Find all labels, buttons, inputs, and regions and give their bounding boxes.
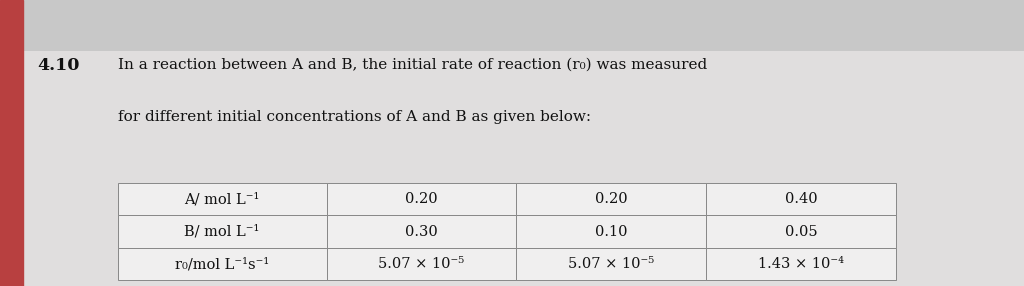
Bar [0,0,1024,51]
Text: 0.05: 0.05 [784,225,817,239]
Text: 4.10: 4.10 [37,57,80,74]
Text: for different initial concentrations of A and B as given below:: for different initial concentrations of … [118,110,591,124]
Text: 0.20: 0.20 [406,192,438,206]
Text: B/ mol L⁻¹: B/ mol L⁻¹ [184,225,260,239]
Bar [118,248,327,280]
Bar [516,183,707,215]
Text: 0.20: 0.20 [595,192,628,206]
Text: 0.40: 0.40 [784,192,817,206]
Text: 1.43 × 10⁻⁴: 1.43 × 10⁻⁴ [758,257,844,271]
Text: A/ mol L⁻¹: A/ mol L⁻¹ [184,192,260,206]
Bar [0,0,23,286]
Text: In a reaction between A and B, the initial rate of reaction (r₀) was measured: In a reaction between A and B, the initi… [118,57,707,71]
Bar [327,248,516,280]
Bar [327,215,516,248]
Bar [707,215,896,248]
Bar [516,215,707,248]
Bar [327,183,516,215]
Text: 5.07 × 10⁻⁵: 5.07 × 10⁻⁵ [378,257,465,271]
Text: 0.30: 0.30 [406,225,438,239]
Text: r₀/mol L⁻¹s⁻¹: r₀/mol L⁻¹s⁻¹ [175,257,269,271]
Text: 0.10: 0.10 [595,225,628,239]
Bar [707,183,896,215]
Bar [707,248,896,280]
Text: 5.07 × 10⁻⁵: 5.07 × 10⁻⁵ [568,257,654,271]
Bar [118,183,327,215]
Bar [118,215,327,248]
Bar [516,248,707,280]
